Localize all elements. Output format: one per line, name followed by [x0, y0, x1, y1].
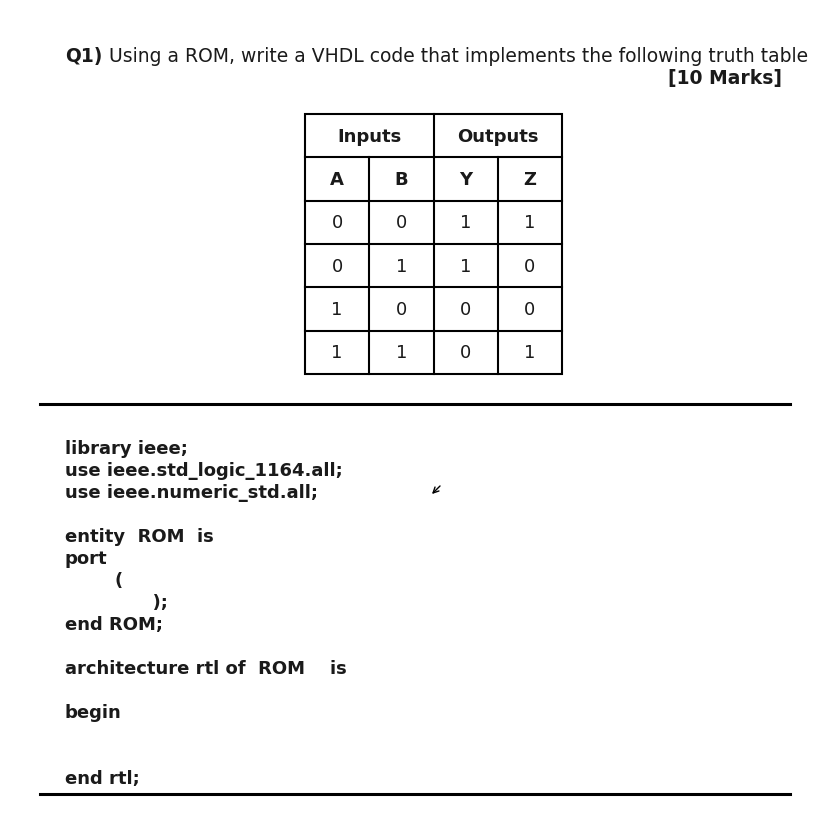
Text: entity  ROM  is: entity ROM is	[65, 527, 213, 545]
Text: use ieee.std_logic_1164.all;: use ieee.std_logic_1164.all;	[65, 461, 342, 479]
Text: Inputs: Inputs	[337, 128, 401, 146]
Text: library ieee;: library ieee;	[65, 440, 188, 458]
Text: end ROM;: end ROM;	[65, 615, 163, 633]
Text: B: B	[395, 171, 408, 188]
Text: 0: 0	[332, 257, 342, 275]
Text: 0: 0	[332, 214, 342, 232]
Text: 1: 1	[396, 257, 407, 275]
Text: A: A	[330, 171, 344, 188]
Text: Using a ROM, write a VHDL code that implements the following truth table: Using a ROM, write a VHDL code that impl…	[103, 47, 808, 66]
Text: 1: 1	[524, 344, 535, 362]
Text: 1: 1	[332, 301, 343, 319]
Text: 1: 1	[460, 257, 471, 275]
Text: 1: 1	[396, 344, 407, 362]
Text: 1: 1	[332, 344, 343, 362]
Text: );: );	[65, 593, 167, 611]
Text: begin: begin	[65, 704, 122, 721]
Text: [10 Marks]: [10 Marks]	[668, 69, 782, 88]
Text: use ieee.numeric_std.all;: use ieee.numeric_std.all;	[65, 483, 318, 501]
Text: Q1): Q1)	[65, 47, 103, 66]
Bar	[305, 115, 562, 374]
Text: 1: 1	[460, 214, 471, 232]
Text: 0: 0	[460, 301, 471, 319]
Text: 1: 1	[524, 214, 535, 232]
Text: Outputs: Outputs	[457, 128, 539, 146]
Text: port: port	[65, 550, 108, 568]
Text: 0: 0	[525, 301, 535, 319]
Text: end rtl;: end rtl;	[65, 769, 140, 787]
Text: architecture rtl of  ROM    is: architecture rtl of ROM is	[65, 659, 346, 677]
Text: 0: 0	[525, 257, 535, 275]
Text: Y: Y	[459, 171, 472, 188]
Text: 0: 0	[396, 214, 407, 232]
Text: 0: 0	[460, 344, 471, 362]
Text: 0: 0	[396, 301, 407, 319]
Text: (: (	[65, 572, 123, 590]
Text: Z: Z	[524, 171, 536, 188]
